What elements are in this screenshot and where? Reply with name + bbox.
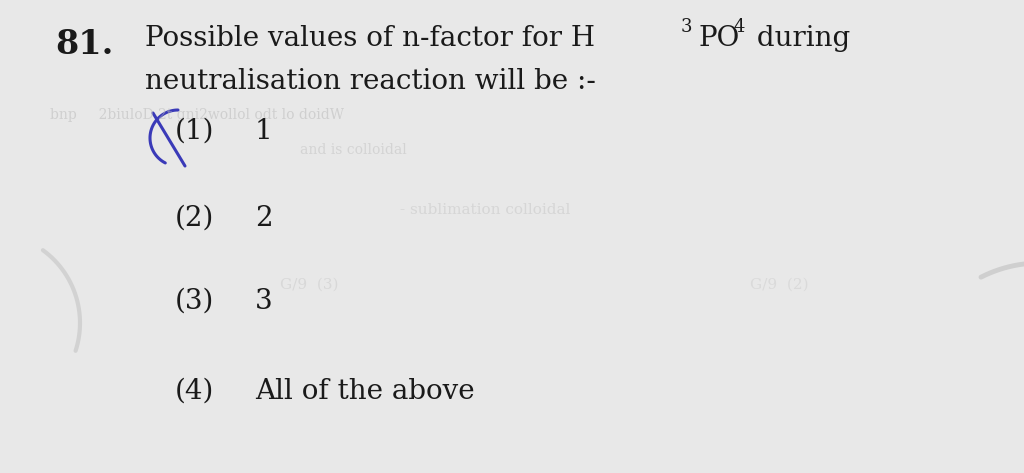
Text: (4): (4) xyxy=(175,378,214,405)
Text: and is colloidal: and is colloidal xyxy=(300,143,407,157)
Text: PO: PO xyxy=(698,25,739,52)
Text: Possible values of n-factor for H: Possible values of n-factor for H xyxy=(145,25,595,52)
Text: G/9  (3): G/9 (3) xyxy=(280,278,339,292)
Text: 2: 2 xyxy=(255,205,272,232)
Text: 4: 4 xyxy=(734,18,745,36)
Text: - sublimation colloidal: - sublimation colloidal xyxy=(400,203,570,217)
Text: G/9  (2): G/9 (2) xyxy=(750,278,809,292)
Text: All of the above: All of the above xyxy=(255,378,475,405)
Text: (3): (3) xyxy=(175,288,214,315)
Text: (2): (2) xyxy=(175,205,214,232)
Text: 3: 3 xyxy=(255,288,272,315)
Text: bnp     2biuloD 2t gni2wollol odt lo doidW: bnp 2biuloD 2t gni2wollol odt lo doidW xyxy=(50,108,344,122)
Text: 81.: 81. xyxy=(55,28,114,61)
Text: (1): (1) xyxy=(175,118,214,145)
Text: 3: 3 xyxy=(681,18,692,36)
Text: during: during xyxy=(748,25,850,52)
Text: neutralisation reaction will be :-: neutralisation reaction will be :- xyxy=(145,68,596,95)
Text: 1: 1 xyxy=(255,118,272,145)
